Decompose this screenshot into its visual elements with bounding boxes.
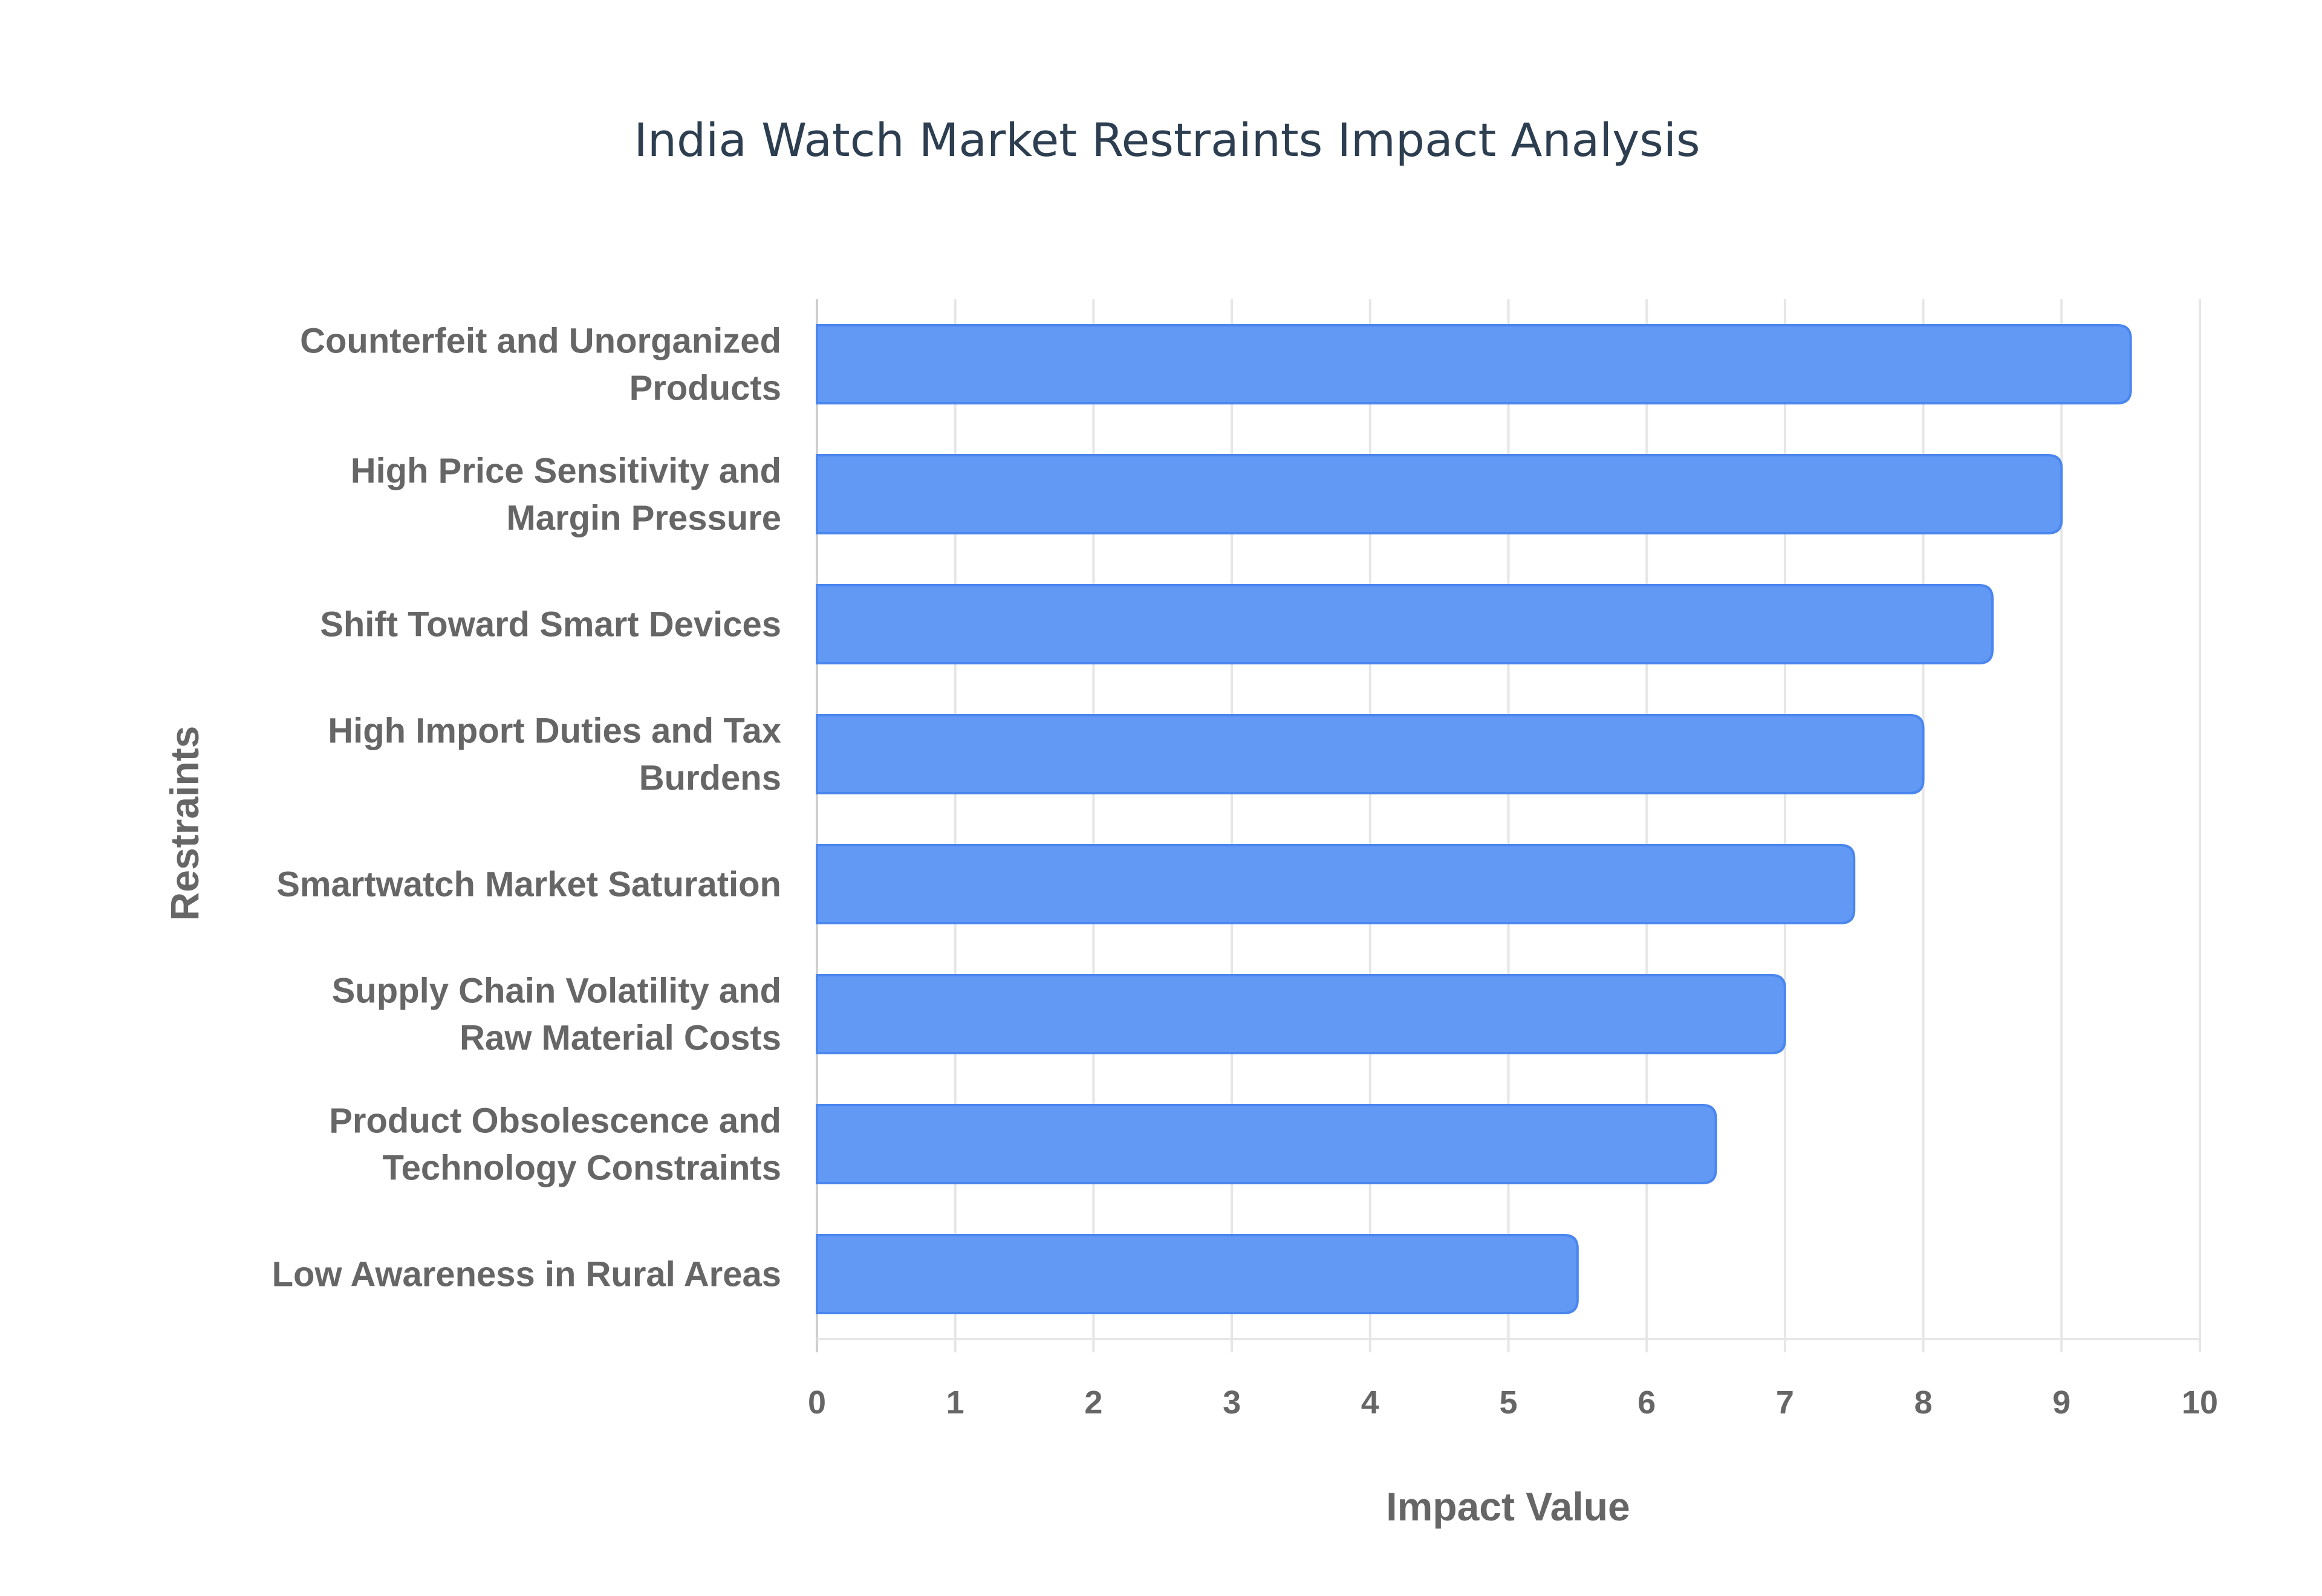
- category-label-line: Shift Toward Smart Devices: [320, 605, 781, 644]
- x-axis-title: Impact Value: [1386, 1484, 1630, 1529]
- bar: [816, 844, 1856, 924]
- category-label: Smartwatch Market Saturation: [276, 865, 781, 904]
- bar: [816, 454, 2063, 534]
- x-tick-label: 5: [1499, 1384, 1517, 1421]
- category-label-line: Product Obsolescence and: [329, 1101, 781, 1141]
- category-label: Shift Toward Smart Devices: [320, 605, 781, 644]
- category-label: Low Awareness in Rural Areas: [272, 1255, 781, 1294]
- x-tick-label: 10: [2182, 1384, 2218, 1421]
- chart-title: India Watch Market Restraints Impact Ana…: [634, 113, 1700, 167]
- category-label: High Import Duties and Tax Burdens: [328, 712, 781, 798]
- bar: [816, 324, 2132, 404]
- bars: [816, 324, 2132, 1314]
- category-label-line: Burdens: [639, 759, 781, 798]
- category-label-line: Products: [629, 369, 781, 408]
- category-label-line: Supply Chain Volatility and: [332, 972, 781, 1011]
- category-label-line: Margin Pressure: [506, 499, 781, 538]
- category-label: Supply Chain Volatility and Raw Material …: [332, 972, 781, 1058]
- category-label: High Price Sensitivity and Margin Pressur…: [351, 452, 781, 538]
- x-tick-labels: 0 1 2 3 4 5 6 7 8 9 10: [808, 1384, 2218, 1421]
- category-label: Product Obsolescence and Technology Const…: [329, 1101, 781, 1188]
- category-label-line: High Import Duties and Tax: [328, 712, 781, 751]
- bar: [816, 714, 1925, 794]
- x-tick-label: 4: [1361, 1384, 1379, 1421]
- y-axis-title: Restraints: [162, 726, 207, 921]
- x-tick-label: 2: [1084, 1384, 1102, 1421]
- bar: [816, 1104, 1717, 1184]
- x-tick-label: 6: [1637, 1384, 1656, 1421]
- x-tick-label: 9: [2052, 1384, 2070, 1421]
- category-label-line: Smartwatch Market Saturation: [276, 865, 781, 904]
- x-tick-label: 7: [1776, 1384, 1794, 1421]
- category-label: Counterfeit and Unorganized Products: [300, 322, 781, 408]
- category-label-line: Technology Constraints: [382, 1149, 781, 1188]
- x-tick-label: 8: [1914, 1384, 1933, 1421]
- category-label-line: Low Awareness in Rural Areas: [272, 1255, 781, 1294]
- bar: [816, 1234, 1579, 1314]
- x-tick-label: 3: [1223, 1384, 1241, 1421]
- category-labels: Counterfeit and Unorganized Products High …: [272, 322, 781, 1294]
- category-label-line: Counterfeit and Unorganized: [300, 322, 781, 361]
- bar: [816, 974, 1786, 1054]
- x-tick-label: 0: [808, 1384, 826, 1421]
- x-tick-label: 1: [946, 1384, 964, 1421]
- bar: [816, 584, 1994, 664]
- category-label-line: High Price Sensitivity and: [351, 452, 781, 491]
- category-label-line: Raw Material Costs: [460, 1019, 781, 1058]
